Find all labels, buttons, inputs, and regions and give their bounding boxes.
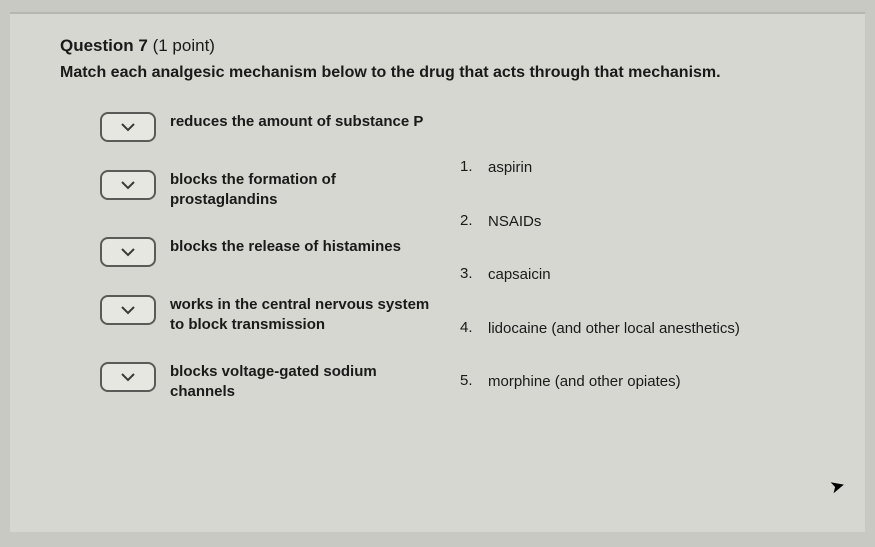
chevron-down-icon: [121, 247, 135, 257]
matching-content: reduces the amount of substance P blocks…: [60, 110, 835, 427]
match-row: blocks voltage-gated sodium channels: [100, 360, 430, 401]
chevron-down-icon: [121, 180, 135, 190]
answer-text: aspirin: [488, 158, 532, 178]
answer-option: 2. NSAIDs: [460, 212, 835, 232]
chevron-down-icon: [121, 372, 135, 382]
mechanisms-column: reduces the amount of substance P blocks…: [100, 110, 430, 427]
match-dropdown-4[interactable]: [100, 295, 156, 325]
mechanism-text: blocks voltage-gated sodium channels: [170, 360, 430, 401]
answer-number: 1.: [460, 158, 478, 175]
mechanism-text: blocks the release of histamines: [170, 235, 401, 257]
answer-number: 3.: [460, 265, 478, 282]
answer-option: 4. lidocaine (and other local anesthetic…: [460, 319, 835, 339]
question-card: Question 7 (1 point) Match each analgesi…: [10, 12, 865, 532]
question-header: Question 7 (1 point): [60, 36, 835, 56]
answer-option: 1. aspirin: [460, 158, 835, 178]
answers-column: 1. aspirin 2. NSAIDs 3. capsaicin 4. lid…: [460, 110, 835, 427]
answer-text: NSAIDs: [488, 212, 541, 232]
match-dropdown-3[interactable]: [100, 237, 156, 267]
chevron-down-icon: [121, 305, 135, 315]
question-points: (1 point): [153, 36, 215, 55]
match-dropdown-5[interactable]: [100, 362, 156, 392]
match-row: blocks the release of histamines: [100, 235, 430, 267]
match-dropdown-2[interactable]: [100, 170, 156, 200]
answer-option: 5. morphine (and other opiates): [460, 372, 835, 392]
answer-number: 5.: [460, 372, 478, 389]
question-prompt: Match each analgesic mechanism below to …: [60, 64, 835, 82]
mechanism-text: reduces the amount of substance P: [170, 110, 423, 132]
mechanism-text: blocks the formation of prostaglandins: [170, 168, 430, 209]
answer-text: morphine (and other opiates): [488, 372, 681, 392]
answer-number: 4.: [460, 319, 478, 336]
answer-number: 2.: [460, 212, 478, 229]
answer-text: capsaicin: [488, 265, 551, 285]
match-dropdown-1[interactable]: [100, 112, 156, 142]
match-row: reduces the amount of substance P: [100, 110, 430, 142]
match-row: works in the central nervous system to b…: [100, 293, 430, 334]
mechanism-text: works in the central nervous system to b…: [170, 293, 430, 334]
match-row: blocks the formation of prostaglandins: [100, 168, 430, 209]
question-number: Question 7: [60, 36, 148, 55]
answer-option: 3. capsaicin: [460, 265, 835, 285]
chevron-down-icon: [121, 122, 135, 132]
answer-text: lidocaine (and other local anesthetics): [488, 319, 740, 339]
